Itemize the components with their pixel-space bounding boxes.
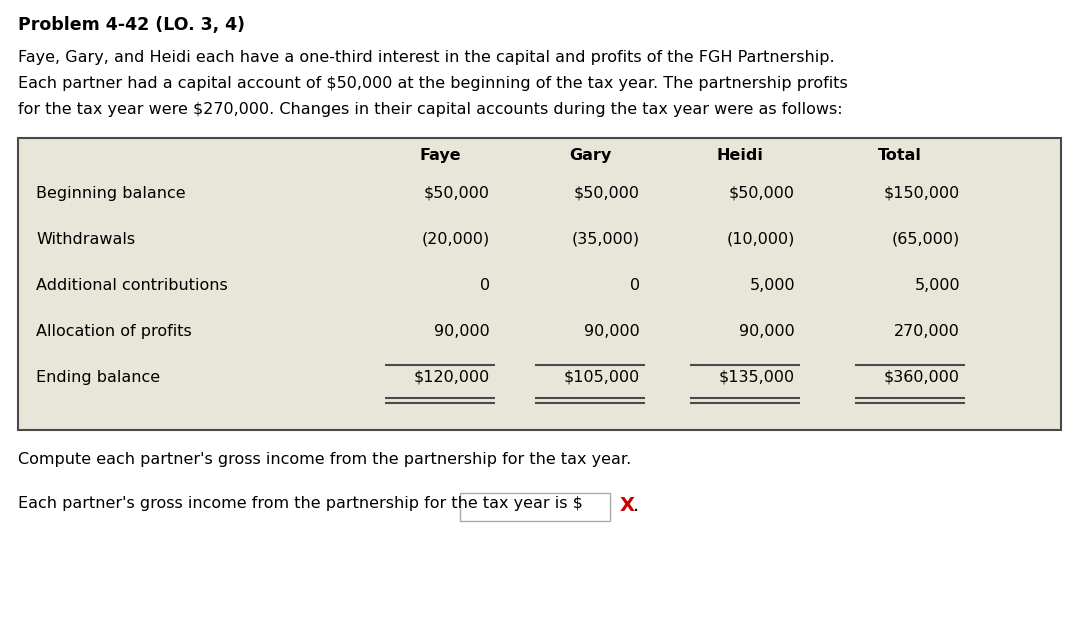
Text: .: . [633, 496, 639, 515]
Text: Gary: Gary [569, 148, 611, 163]
Text: Heidi: Heidi [716, 148, 764, 163]
Text: Each partner's gross income from the partnership for the tax year is $: Each partner's gross income from the par… [18, 496, 583, 511]
Text: Ending balance: Ending balance [36, 370, 160, 385]
Text: $50,000: $50,000 [729, 186, 795, 201]
Text: Faye: Faye [419, 148, 461, 163]
Text: Beginning balance: Beginning balance [36, 186, 186, 201]
Text: 90,000: 90,000 [434, 324, 490, 339]
Text: (35,000): (35,000) [572, 232, 640, 247]
Text: $150,000: $150,000 [884, 186, 960, 201]
Text: (20,000): (20,000) [422, 232, 490, 247]
Text: 90,000: 90,000 [584, 324, 640, 339]
Text: 0: 0 [630, 278, 640, 293]
FancyBboxPatch shape [18, 138, 1061, 430]
Text: 90,000: 90,000 [739, 324, 795, 339]
Text: $50,000: $50,000 [574, 186, 640, 201]
Text: 5,000: 5,000 [750, 278, 795, 293]
Text: Withdrawals: Withdrawals [36, 232, 135, 247]
Text: Compute each partner's gross income from the partnership for the tax year.: Compute each partner's gross income from… [18, 452, 631, 467]
Text: Problem 4-42 (LO. 3, 4): Problem 4-42 (LO. 3, 4) [18, 16, 245, 34]
FancyBboxPatch shape [460, 493, 610, 521]
Text: X: X [620, 496, 636, 515]
Text: 270,000: 270,000 [894, 324, 960, 339]
Text: $50,000: $50,000 [424, 186, 490, 201]
Text: Total: Total [878, 148, 921, 163]
Text: $120,000: $120,000 [413, 370, 490, 385]
Text: 5,000: 5,000 [914, 278, 960, 293]
Text: $360,000: $360,000 [884, 370, 960, 385]
Text: Faye, Gary, and Heidi each have a one-third interest in the capital and profits : Faye, Gary, and Heidi each have a one-th… [18, 50, 835, 65]
Text: Each partner had a capital account of $50,000 at the beginning of the tax year. : Each partner had a capital account of $5… [18, 76, 848, 91]
Text: $105,000: $105,000 [563, 370, 640, 385]
Text: Additional contributions: Additional contributions [36, 278, 228, 293]
Text: 0: 0 [480, 278, 490, 293]
Text: (10,000): (10,000) [726, 232, 795, 247]
Text: for the tax year were $270,000. Changes in their capital accounts during the tax: for the tax year were $270,000. Changes … [18, 102, 843, 117]
Text: (65,000): (65,000) [891, 232, 960, 247]
Text: Allocation of profits: Allocation of profits [36, 324, 192, 339]
Text: $135,000: $135,000 [719, 370, 795, 385]
